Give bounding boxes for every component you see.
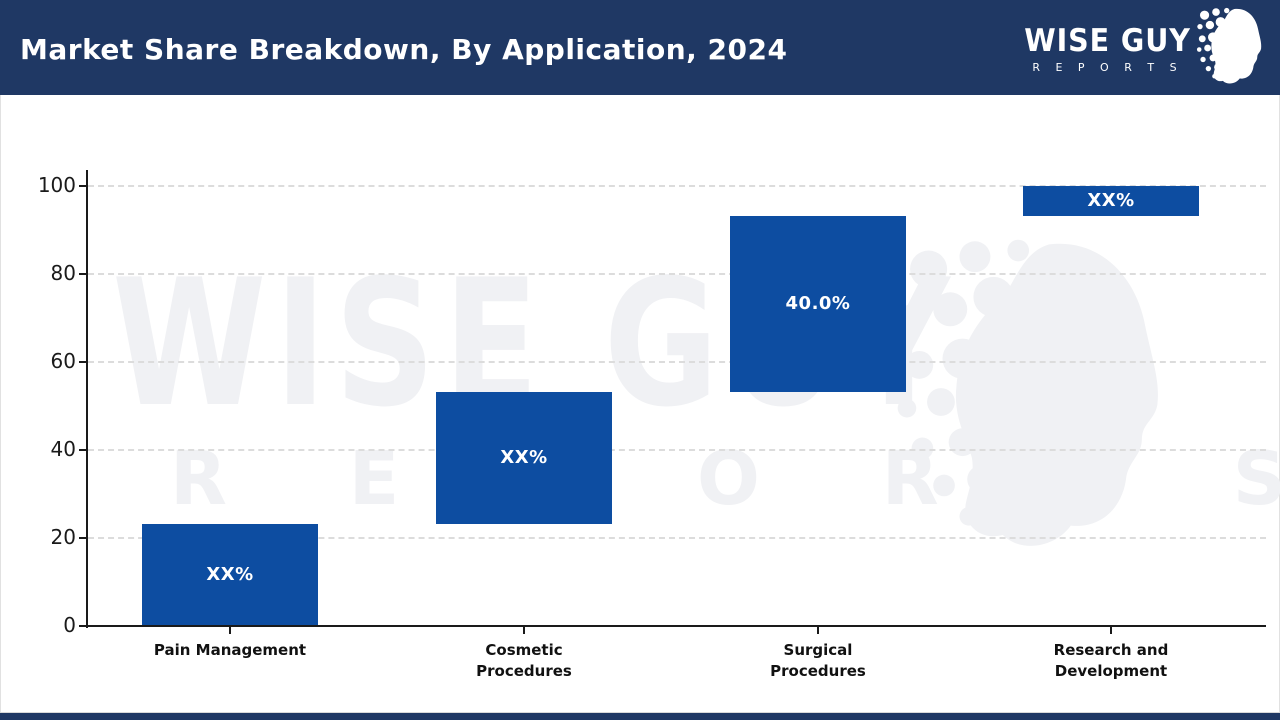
bar-value-label: XX% — [1087, 190, 1135, 212]
gridline-20 — [88, 537, 1266, 539]
brand-subtitle: R E P O R T S — [1032, 60, 1183, 74]
y-tick-label-40: 40 — [50, 437, 76, 461]
bar-segment: XX% — [142, 523, 318, 626]
category-label: Surgical Procedures — [770, 641, 866, 680]
gridline-80 — [88, 273, 1266, 275]
bar-segment: XX% — [436, 391, 612, 524]
y-tick-20 — [79, 537, 88, 539]
bar-segment: 40.0% — [730, 215, 906, 392]
y-tick-40 — [79, 449, 88, 451]
y-tick-60 — [79, 361, 88, 363]
bar-value-label: 40.0% — [785, 293, 851, 315]
x-tick — [1110, 627, 1112, 634]
brand-name: WISE GUY — [1024, 22, 1191, 59]
y-tick-0 — [79, 625, 88, 627]
gridline-100 — [88, 185, 1266, 187]
category-label: Cosmetic Procedures — [476, 641, 572, 680]
bar-segment: XX% — [1023, 186, 1199, 216]
gridline-60 — [88, 361, 1266, 363]
y-tick-100 — [79, 185, 88, 187]
x-tick — [817, 627, 819, 634]
y-tick-label-20: 20 — [50, 525, 76, 549]
brand-head-icon — [1196, 7, 1262, 84]
page-title: Market Share Breakdown, By Application, … — [20, 33, 788, 66]
y-tick-label-0: 0 — [63, 613, 76, 637]
brand-logo: WISE GUY R E P O R T S — [1017, 6, 1266, 90]
y-tick-label-60: 60 — [50, 349, 76, 373]
y-tick-80 — [79, 273, 88, 275]
x-tick — [229, 627, 231, 634]
x-tick — [523, 627, 525, 634]
category-label: Pain Management — [153, 641, 307, 659]
y-tick-label-100: 100 — [37, 173, 76, 197]
bar-value-label: XX% — [206, 564, 254, 586]
x-axis-line — [86, 625, 1266, 627]
bar-value-label: XX% — [500, 447, 548, 469]
y-tick-label-80: 80 — [50, 261, 76, 285]
gridline-40 — [88, 449, 1266, 451]
watermark-head-icon — [897, 239, 1158, 546]
y-axis-line — [86, 170, 88, 628]
category-label: Research and Development — [1053, 641, 1169, 680]
header-banner: Market Share Breakdown, By Application, … — [0, 0, 1280, 95]
footer-bar — [0, 712, 1280, 720]
